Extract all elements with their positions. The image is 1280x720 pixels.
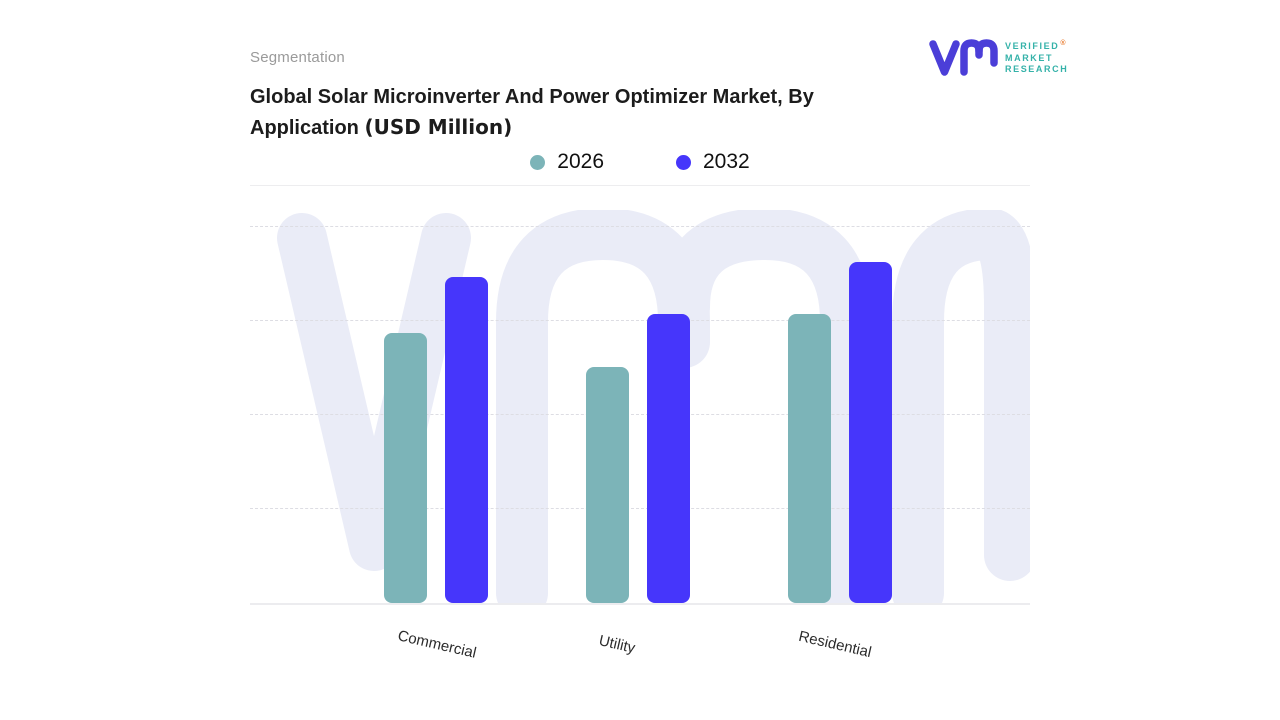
bar-chart-plot-area: [250, 210, 1030, 605]
bar-2032-utility: [647, 314, 690, 603]
section-eyebrow: Segmentation: [250, 49, 345, 66]
legend-item-2026: 2026: [530, 150, 604, 174]
legend-label-2026: 2026: [557, 150, 604, 173]
bar-group-utility: [586, 210, 690, 603]
brand-line-verified: VERIFIED: [1005, 41, 1060, 51]
gridline-100: [250, 226, 1030, 227]
brand-line-research: RESEARCH: [1005, 64, 1069, 74]
bar-group-residential: [788, 210, 892, 603]
brand-wordmark: VERIFIED® MARKET RESEARCH: [1005, 40, 1069, 75]
bar-2026-utility: [586, 367, 629, 603]
chart-legend: 2026 2032: [250, 147, 1030, 177]
page-title: Global Solar Microinverter And Power Opt…: [250, 82, 890, 143]
x-axis-label-commercial: Commercial: [396, 627, 478, 662]
registered-trademark-icon: ®: [1060, 40, 1066, 47]
bar-2032-commercial: [445, 277, 488, 603]
bar-2026-residential: [788, 314, 831, 603]
bar-2026-commercial: [384, 333, 427, 603]
x-axis-label-utility: Utility: [597, 632, 637, 657]
page-title-main: Global Solar Microinverter And Power Opt…: [250, 86, 814, 139]
legend-label-2032: 2032: [703, 150, 750, 173]
gridline-75: [250, 320, 1030, 321]
gridline-25: [250, 508, 1030, 509]
brand-logo: VERIFIED® MARKET RESEARCH: [928, 34, 1068, 82]
x-axis-label-residential: Residential: [796, 627, 874, 662]
legend-dot-2032: [676, 154, 691, 170]
page-title-unit: (USD Million): [364, 115, 513, 139]
gridline-50: [250, 414, 1030, 415]
legend-dot-2026: [530, 154, 546, 170]
brand-line-market: MARKET: [1005, 53, 1054, 63]
vmr-logo-icon: [929, 39, 998, 76]
bar-2032-residential: [849, 262, 892, 603]
bar-group-commercial: [384, 210, 488, 603]
header-divider: [250, 185, 1030, 186]
legend-item-2032: 2032: [676, 150, 750, 174]
